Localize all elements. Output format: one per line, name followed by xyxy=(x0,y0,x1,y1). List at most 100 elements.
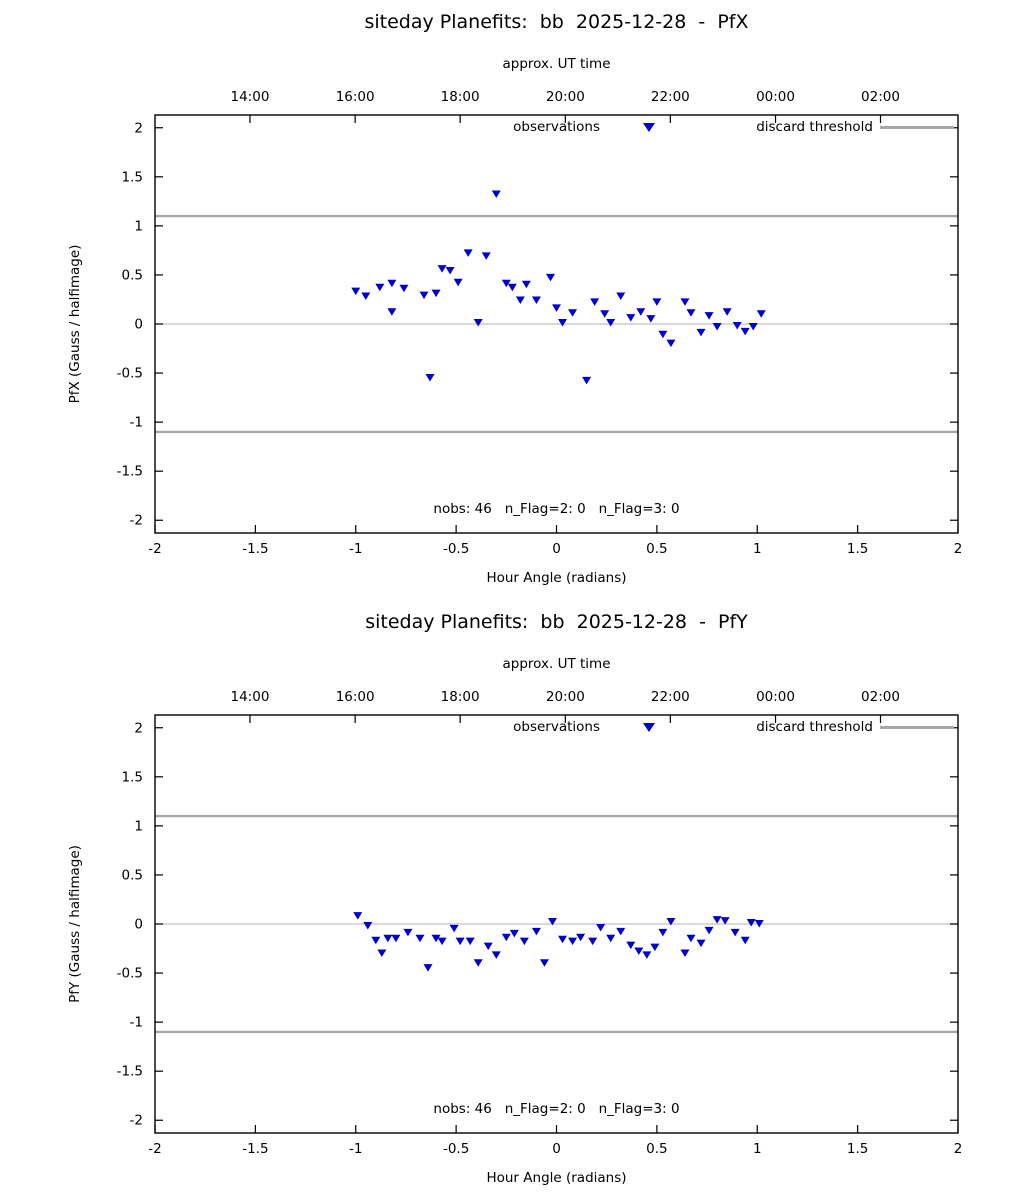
observation-marker xyxy=(558,319,568,327)
observation-marker xyxy=(600,310,610,318)
observation-marker xyxy=(658,928,668,937)
legend-observation-marker-icon xyxy=(643,123,655,132)
observation-marker xyxy=(606,319,616,327)
ut-tick-label: 14:00 xyxy=(231,689,270,705)
x-tick-label: -1.5 xyxy=(242,541,268,557)
observation-marker xyxy=(732,321,742,330)
observation-marker xyxy=(419,291,429,300)
observation-marker xyxy=(449,924,459,933)
y-axis-label: PfY (Gauss / halfimage) xyxy=(67,845,83,1003)
x-tick-label: 2 xyxy=(954,541,963,557)
observation-marker xyxy=(473,319,483,327)
observation-marker xyxy=(658,330,668,339)
observation-marker xyxy=(568,937,578,946)
observation-marker xyxy=(507,283,517,292)
observation-marker xyxy=(646,315,656,323)
pfy-plot-canvas: -2 -1.5 -1 -0.5 0 0.5 1 1.5 2 2 1.5 1 0.5 0 -0.5 -1 -1.5… xyxy=(117,689,963,1157)
observation-marker xyxy=(746,919,756,927)
observation-marker xyxy=(686,309,696,317)
observation-marker xyxy=(465,937,475,946)
legend-threshold-line-icon xyxy=(880,126,954,129)
observation-marker xyxy=(634,947,644,955)
observation-marker xyxy=(650,943,660,952)
observation-marker xyxy=(387,279,397,288)
y-tick-label: 0 xyxy=(134,917,143,933)
observation-marker xyxy=(568,309,578,317)
x-tick-label: 1 xyxy=(753,1141,762,1157)
observation-marker xyxy=(722,308,732,316)
y-tick-label: -1.5 xyxy=(117,1064,143,1080)
observation-marker xyxy=(712,916,722,924)
observation-marker xyxy=(353,912,363,920)
chart-title: siteday Planefits: bb 2025-12-28 - PfX xyxy=(364,11,749,33)
observation-marker xyxy=(363,921,373,930)
observation-marker xyxy=(531,296,541,304)
ut-tick-label: 02:00 xyxy=(861,89,900,105)
observation-marker xyxy=(626,941,636,950)
ut-tick-label: 02:00 xyxy=(861,689,900,705)
ut-tick-label: 22:00 xyxy=(651,689,690,705)
x-tick-label: 1 xyxy=(753,541,762,557)
observation-marker xyxy=(361,292,371,301)
y-tick-label: 0.5 xyxy=(122,267,143,283)
y-tick-label: -2 xyxy=(130,1113,143,1129)
y-tick-label: -1 xyxy=(130,415,143,431)
observation-marker xyxy=(473,959,483,967)
observation-marker xyxy=(588,937,598,946)
x-tick-label: -1 xyxy=(349,1141,362,1157)
ut-tick-label: 18:00 xyxy=(441,89,480,105)
x-axis-label: Hour Angle (radians) xyxy=(486,570,627,586)
observation-marker xyxy=(351,287,361,296)
observation-marker xyxy=(539,959,549,967)
observation-marker xyxy=(415,934,425,943)
observation-marker xyxy=(383,934,393,943)
nobs-annotation: nobs: 46 n_Flag=2: 0 n_Flag=3: 0 xyxy=(433,1101,680,1117)
observation-marker xyxy=(552,304,561,312)
pfx-plot-canvas: -2 -1.5 -1 -0.5 0 0.5 1 1.5 2 2 1.5 1 0.5 0 -0.5 -1 -1.5… xyxy=(117,89,963,557)
x-tick-label: 0.5 xyxy=(646,541,667,557)
observation-marker xyxy=(616,927,626,936)
observation-marker xyxy=(696,939,706,948)
observation-marker xyxy=(582,376,592,385)
x-tick-label: -2 xyxy=(148,541,161,557)
observation-marker xyxy=(463,249,473,257)
ut-tick-label: 20:00 xyxy=(546,689,585,705)
observation-marker xyxy=(431,289,441,298)
observation-marker xyxy=(704,926,714,935)
observation-marker xyxy=(740,936,750,945)
observation-marker xyxy=(712,322,722,331)
x-tick-label: -0.5 xyxy=(443,1141,469,1157)
legend-threshold-label: discard threshold xyxy=(756,119,873,135)
observation-marker xyxy=(521,280,531,289)
observation-marker xyxy=(425,373,435,382)
observation-marker xyxy=(590,298,600,306)
y-axis-label: PfX (Gauss / halfimage) xyxy=(67,244,83,404)
observation-marker xyxy=(754,920,764,928)
observation-marker xyxy=(636,308,646,316)
legend-observations-label: observations xyxy=(513,119,600,135)
observation-marker xyxy=(515,296,525,304)
observation-marker xyxy=(756,310,766,318)
x-tick-label: 0 xyxy=(552,541,561,557)
observation-marker xyxy=(596,923,606,932)
y-tick-label: 0.5 xyxy=(122,867,143,883)
y-tick-label: 1 xyxy=(134,818,143,834)
observation-marker xyxy=(547,918,557,926)
x-tick-label: 1.5 xyxy=(847,541,868,557)
top-axis-label: approx. UT time xyxy=(502,56,611,72)
observation-marker xyxy=(491,190,501,198)
observation-marker xyxy=(509,929,519,938)
observation-marker xyxy=(445,267,455,275)
observation-marker xyxy=(626,314,636,322)
observation-marker xyxy=(680,298,690,306)
x-tick-label: -2 xyxy=(148,1141,161,1157)
observation-marker xyxy=(481,252,491,260)
x-tick-label: 2 xyxy=(954,1141,963,1157)
chart-pfx: -2 -1.5 -1 -0.5 0 0.5 1 1.5 2 2 1.5 1 0.5 0 -0.5 -1 -1.5… xyxy=(67,11,963,586)
observation-marker xyxy=(686,934,696,943)
x-tick-label: 0 xyxy=(552,1141,561,1157)
top-axis-label: approx. UT time xyxy=(502,656,611,672)
observation-marker xyxy=(652,298,662,306)
ut-tick-label: 18:00 xyxy=(441,689,480,705)
observation-marker xyxy=(666,918,676,926)
